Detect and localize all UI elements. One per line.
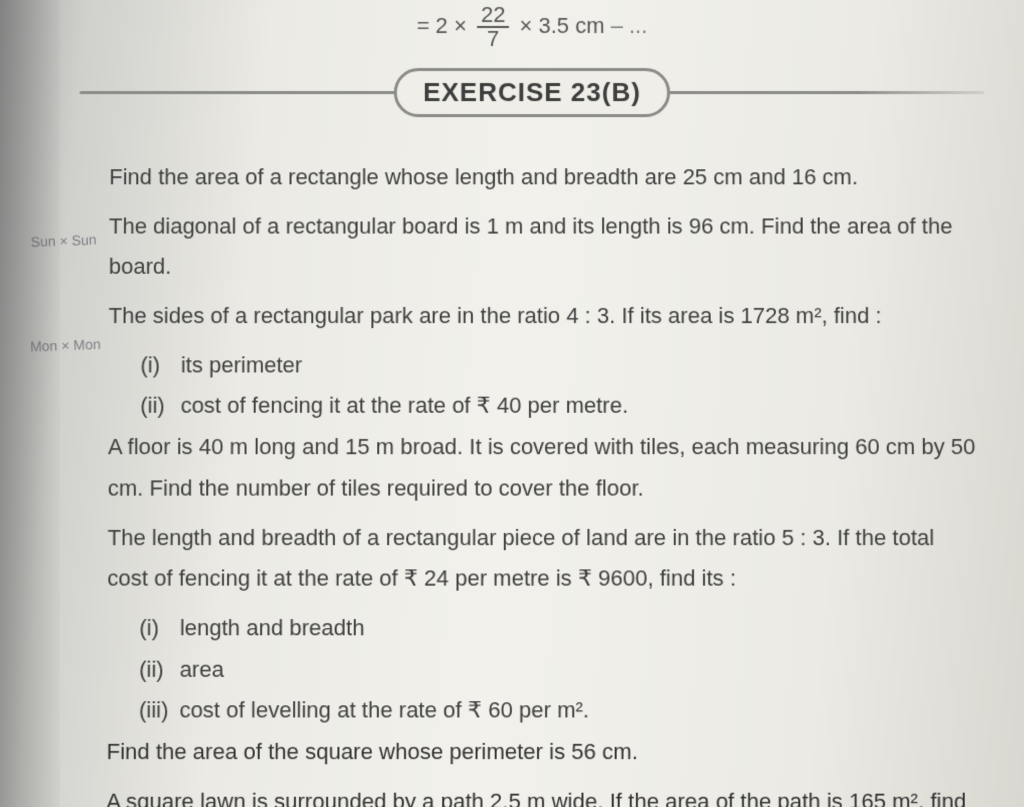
exercise-pill: EXERCISE 23(B) bbox=[394, 68, 670, 117]
roman-label: (ii) bbox=[139, 649, 173, 690]
content: Sun × Sun Mon × Mon Find the area of a r… bbox=[76, 157, 989, 807]
roman-label: (i) bbox=[140, 345, 174, 386]
rule-left bbox=[80, 91, 394, 94]
exercise-header-row: EXERCISE 23(B) bbox=[79, 68, 984, 117]
question-1: Find the area of a rectangle whose lengt… bbox=[109, 157, 975, 198]
question-5-iii: (iii) cost of levelling at the rate of ₹… bbox=[139, 690, 978, 731]
rule-right bbox=[670, 91, 984, 94]
roman-label: (iii) bbox=[139, 690, 173, 731]
margin-scribble-1: Sun × Sun bbox=[30, 227, 97, 255]
question-5-subitems: (i) length and breadth (ii) area (iii) c… bbox=[107, 608, 978, 732]
margin-scribble-2: Mon × Mon bbox=[30, 332, 101, 361]
question-3-i: (i) its perimeter bbox=[140, 345, 976, 386]
question-3-ii: (ii) cost of fencing it at the rate of ₹… bbox=[140, 386, 976, 427]
question-3-intro: The sides of a rectangular park are in t… bbox=[108, 296, 975, 337]
formula-prefix: = 2 × bbox=[417, 13, 467, 38]
question-5-i: (i) length and breadth bbox=[139, 608, 977, 649]
question-5-intro: The length and breadth of a rectangular … bbox=[107, 517, 977, 599]
question-5-iii-text: cost of levelling at the rate of ₹ 60 pe… bbox=[179, 697, 589, 722]
book-gutter bbox=[0, 0, 60, 807]
formula-fraction: 22 7 bbox=[477, 4, 510, 50]
question-3-subitems: (i) its perimeter (ii) cost of fencing i… bbox=[108, 345, 976, 427]
question-3-ii-text: cost of fencing it at the rate of ₹ 40 p… bbox=[181, 393, 629, 418]
question-4: A floor is 40 m long and 15 m broad. It … bbox=[108, 427, 977, 509]
page: = 2 × 22 7 × 3.5 cm – ... EXERCISE 23(B)… bbox=[56, 0, 1008, 807]
roman-label: (ii) bbox=[140, 386, 174, 427]
formula-denominator: 7 bbox=[477, 28, 510, 50]
question-7: A square lawn is surrounded by a path 2.… bbox=[106, 781, 978, 807]
formula-numerator: 22 bbox=[477, 4, 510, 28]
formula-line: = 2 × 22 7 × 3.5 cm – ... bbox=[80, 4, 984, 50]
formula-trail: – ... bbox=[611, 13, 648, 38]
question-6: Find the area of the square whose perime… bbox=[106, 732, 977, 773]
roman-label: (i) bbox=[139, 608, 173, 649]
question-5-i-text: length and breadth bbox=[180, 615, 365, 640]
question-2: The diagonal of a rectangular board is 1… bbox=[109, 206, 976, 288]
exercise-label: EXERCISE 23(B) bbox=[423, 77, 641, 107]
formula-suffix: × 3.5 cm bbox=[520, 13, 605, 38]
question-5-ii-text: area bbox=[180, 656, 224, 681]
question-3-i-text: its perimeter bbox=[181, 352, 303, 377]
question-5-ii: (ii) area bbox=[139, 649, 977, 690]
